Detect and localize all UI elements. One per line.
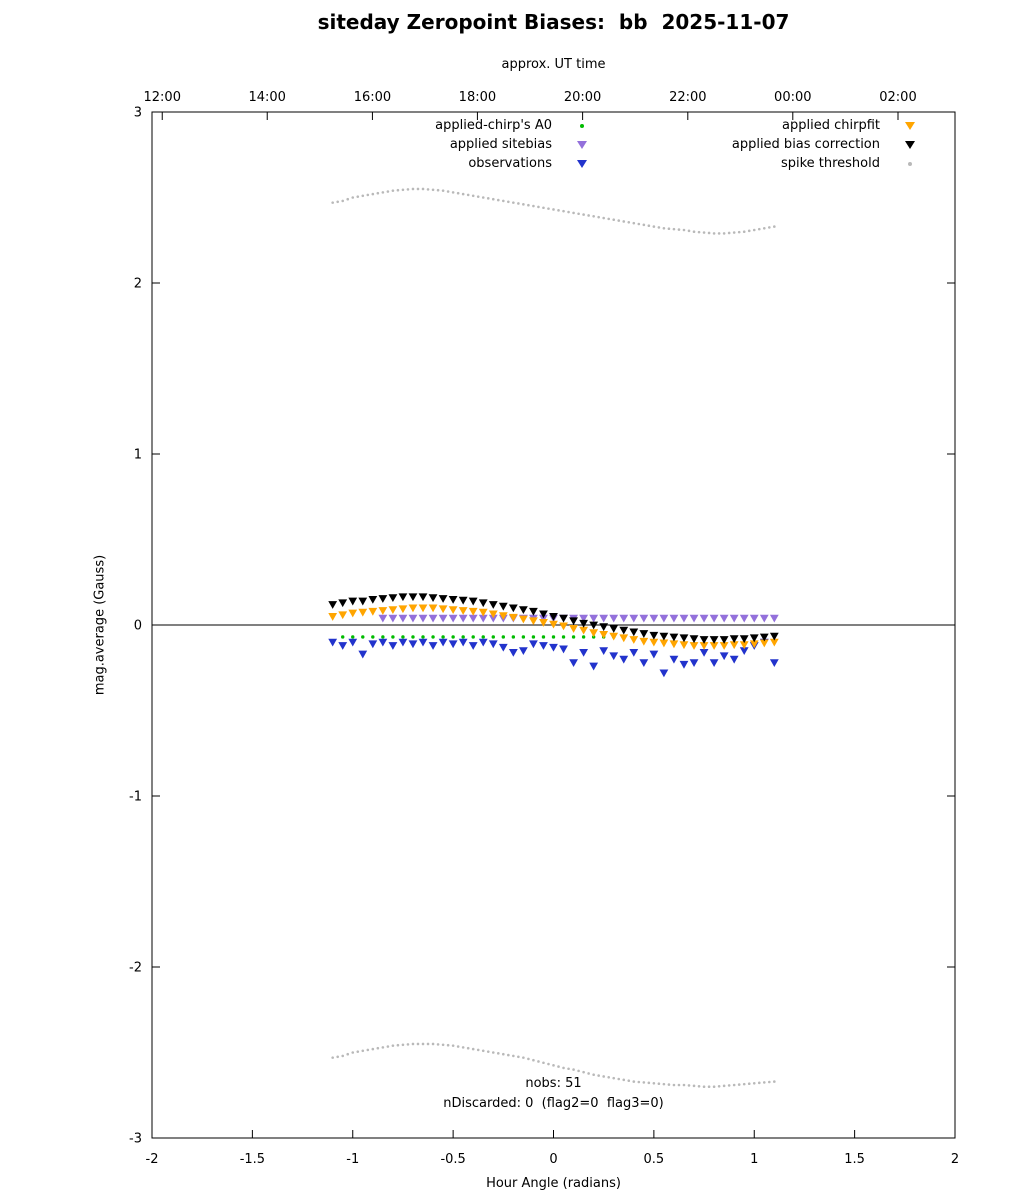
svg-text:02:00: 02:00 (879, 90, 916, 105)
x-axis-title: Hour Angle (radians) (486, 1176, 621, 1191)
svg-text:00:00: 00:00 (774, 90, 811, 105)
dot-marker-icon (908, 161, 912, 166)
top-axis-title: approx. UT time (501, 57, 606, 72)
svg-text:14:00: 14:00 (248, 90, 285, 105)
legend-marker-observations (574, 157, 590, 171)
svg-text:-1: -1 (346, 1152, 359, 1167)
legend-label: applied bias correction (731, 137, 880, 152)
svg-text:0: 0 (134, 619, 142, 634)
legend-marker-applied_sitebias (574, 138, 590, 152)
legend-item-applied_chirpfit: applied chirpfit (580, 116, 918, 135)
svg-text:-1.5: -1.5 (240, 1152, 265, 1167)
svg-text:22:00: 22:00 (669, 90, 706, 105)
y-axis-title: mag.average (Gauss) (92, 554, 108, 696)
legend-label: applied chirpfit (782, 118, 880, 133)
svg-text:1: 1 (134, 448, 142, 463)
legend-marker-spike_threshold (902, 157, 918, 171)
ndiscarded-annotation: nDiscarded: 0 (flag2=0 flag3=0) (443, 1096, 664, 1111)
triangle-down-marker-icon (577, 140, 587, 149)
svg-text:18:00: 18:00 (459, 90, 496, 105)
chart-title: siteday Zeropoint Biases: bb 2025-11-07 (317, 10, 790, 34)
svg-text:0.5: 0.5 (644, 1152, 665, 1167)
svg-text:1.5: 1.5 (844, 1152, 865, 1167)
svg-text:-2: -2 (129, 961, 142, 976)
legend-item-observations: observations (250, 154, 590, 173)
svg-text:-1: -1 (129, 790, 142, 805)
dot-marker-icon (580, 123, 584, 128)
svg-text:-0.5: -0.5 (440, 1152, 465, 1167)
legend-marker-applied_chirp_a0 (574, 119, 590, 133)
svg-text:-2: -2 (146, 1152, 159, 1167)
svg-text:-3: -3 (129, 1132, 142, 1147)
svg-text:12:00: 12:00 (144, 90, 181, 105)
legend-item-applied_bias_correction: applied bias correction (580, 135, 918, 154)
svg-text:20:00: 20:00 (564, 90, 601, 105)
triangle-down-marker-icon (905, 140, 915, 149)
svg-text:2: 2 (134, 277, 142, 292)
legend-label: applied sitebias (449, 137, 552, 152)
legend-item-applied_chirp_a0: applied-chirp's A0 (250, 116, 590, 135)
nobs-annotation: nobs: 51 (525, 1076, 582, 1091)
legend-item-spike_threshold: spike threshold (580, 154, 918, 173)
triangle-down-marker-icon (905, 121, 915, 130)
svg-text:16:00: 16:00 (354, 90, 391, 105)
legend-left-column: applied-chirp's A0 applied sitebias observ… (250, 116, 590, 173)
legend-label: spike threshold (780, 156, 880, 171)
legend-label: observations (468, 156, 552, 171)
legend-label: applied-chirp's A0 (435, 118, 552, 133)
legend-marker-applied_chirpfit (902, 119, 918, 133)
legend-marker-applied_bias_correction (902, 138, 918, 152)
legend-right-column: applied chirpfit applied bias correction s… (580, 116, 918, 173)
svg-text:2: 2 (951, 1152, 959, 1167)
legend-item-applied_sitebias: applied sitebias (250, 135, 590, 154)
svg-text:1: 1 (750, 1152, 758, 1167)
triangle-down-marker-icon (577, 159, 587, 168)
svg-text:3: 3 (134, 106, 142, 121)
svg-text:0: 0 (549, 1152, 557, 1167)
